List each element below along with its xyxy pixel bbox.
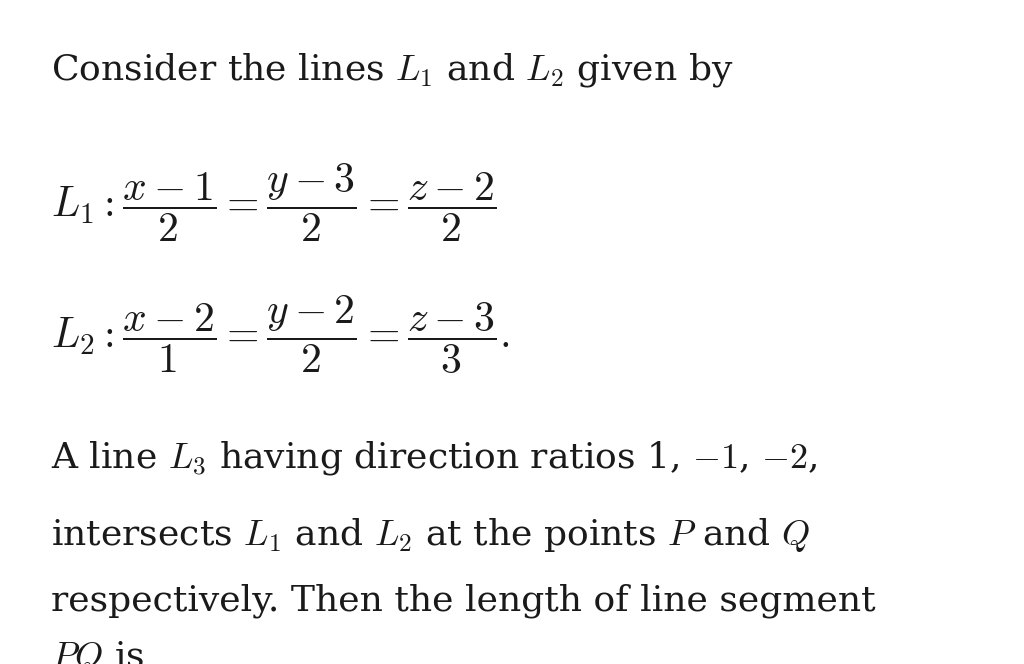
Text: A line $L_3$ having direction ratios 1, $-1$, $-2$,: A line $L_3$ having direction ratios 1, …: [51, 439, 818, 477]
Text: intersects $L_1$ and $L_2$ at the points $P$ and $Q$: intersects $L_1$ and $L_2$ at the points…: [51, 515, 810, 554]
Text: $L_2 : \dfrac{x-2}{1} = \dfrac{y-2}{2} = \dfrac{z-3}{3}.$: $L_2 : \dfrac{x-2}{1} = \dfrac{y-2}{2} =…: [51, 294, 510, 376]
Text: Consider the lines $L_1$ and $L_2$ given by: Consider the lines $L_1$ and $L_2$ given…: [51, 50, 733, 89]
Text: respectively. Then the length of line segment: respectively. Then the length of line se…: [51, 584, 876, 618]
Text: $L_1 : \dfrac{x-1}{2} = \dfrac{y-3}{2} = \dfrac{z-2}{2}$: $L_1 : \dfrac{x-1}{2} = \dfrac{y-3}{2} =…: [51, 161, 497, 244]
Text: $PQ$ is: $PQ$ is: [51, 639, 144, 664]
